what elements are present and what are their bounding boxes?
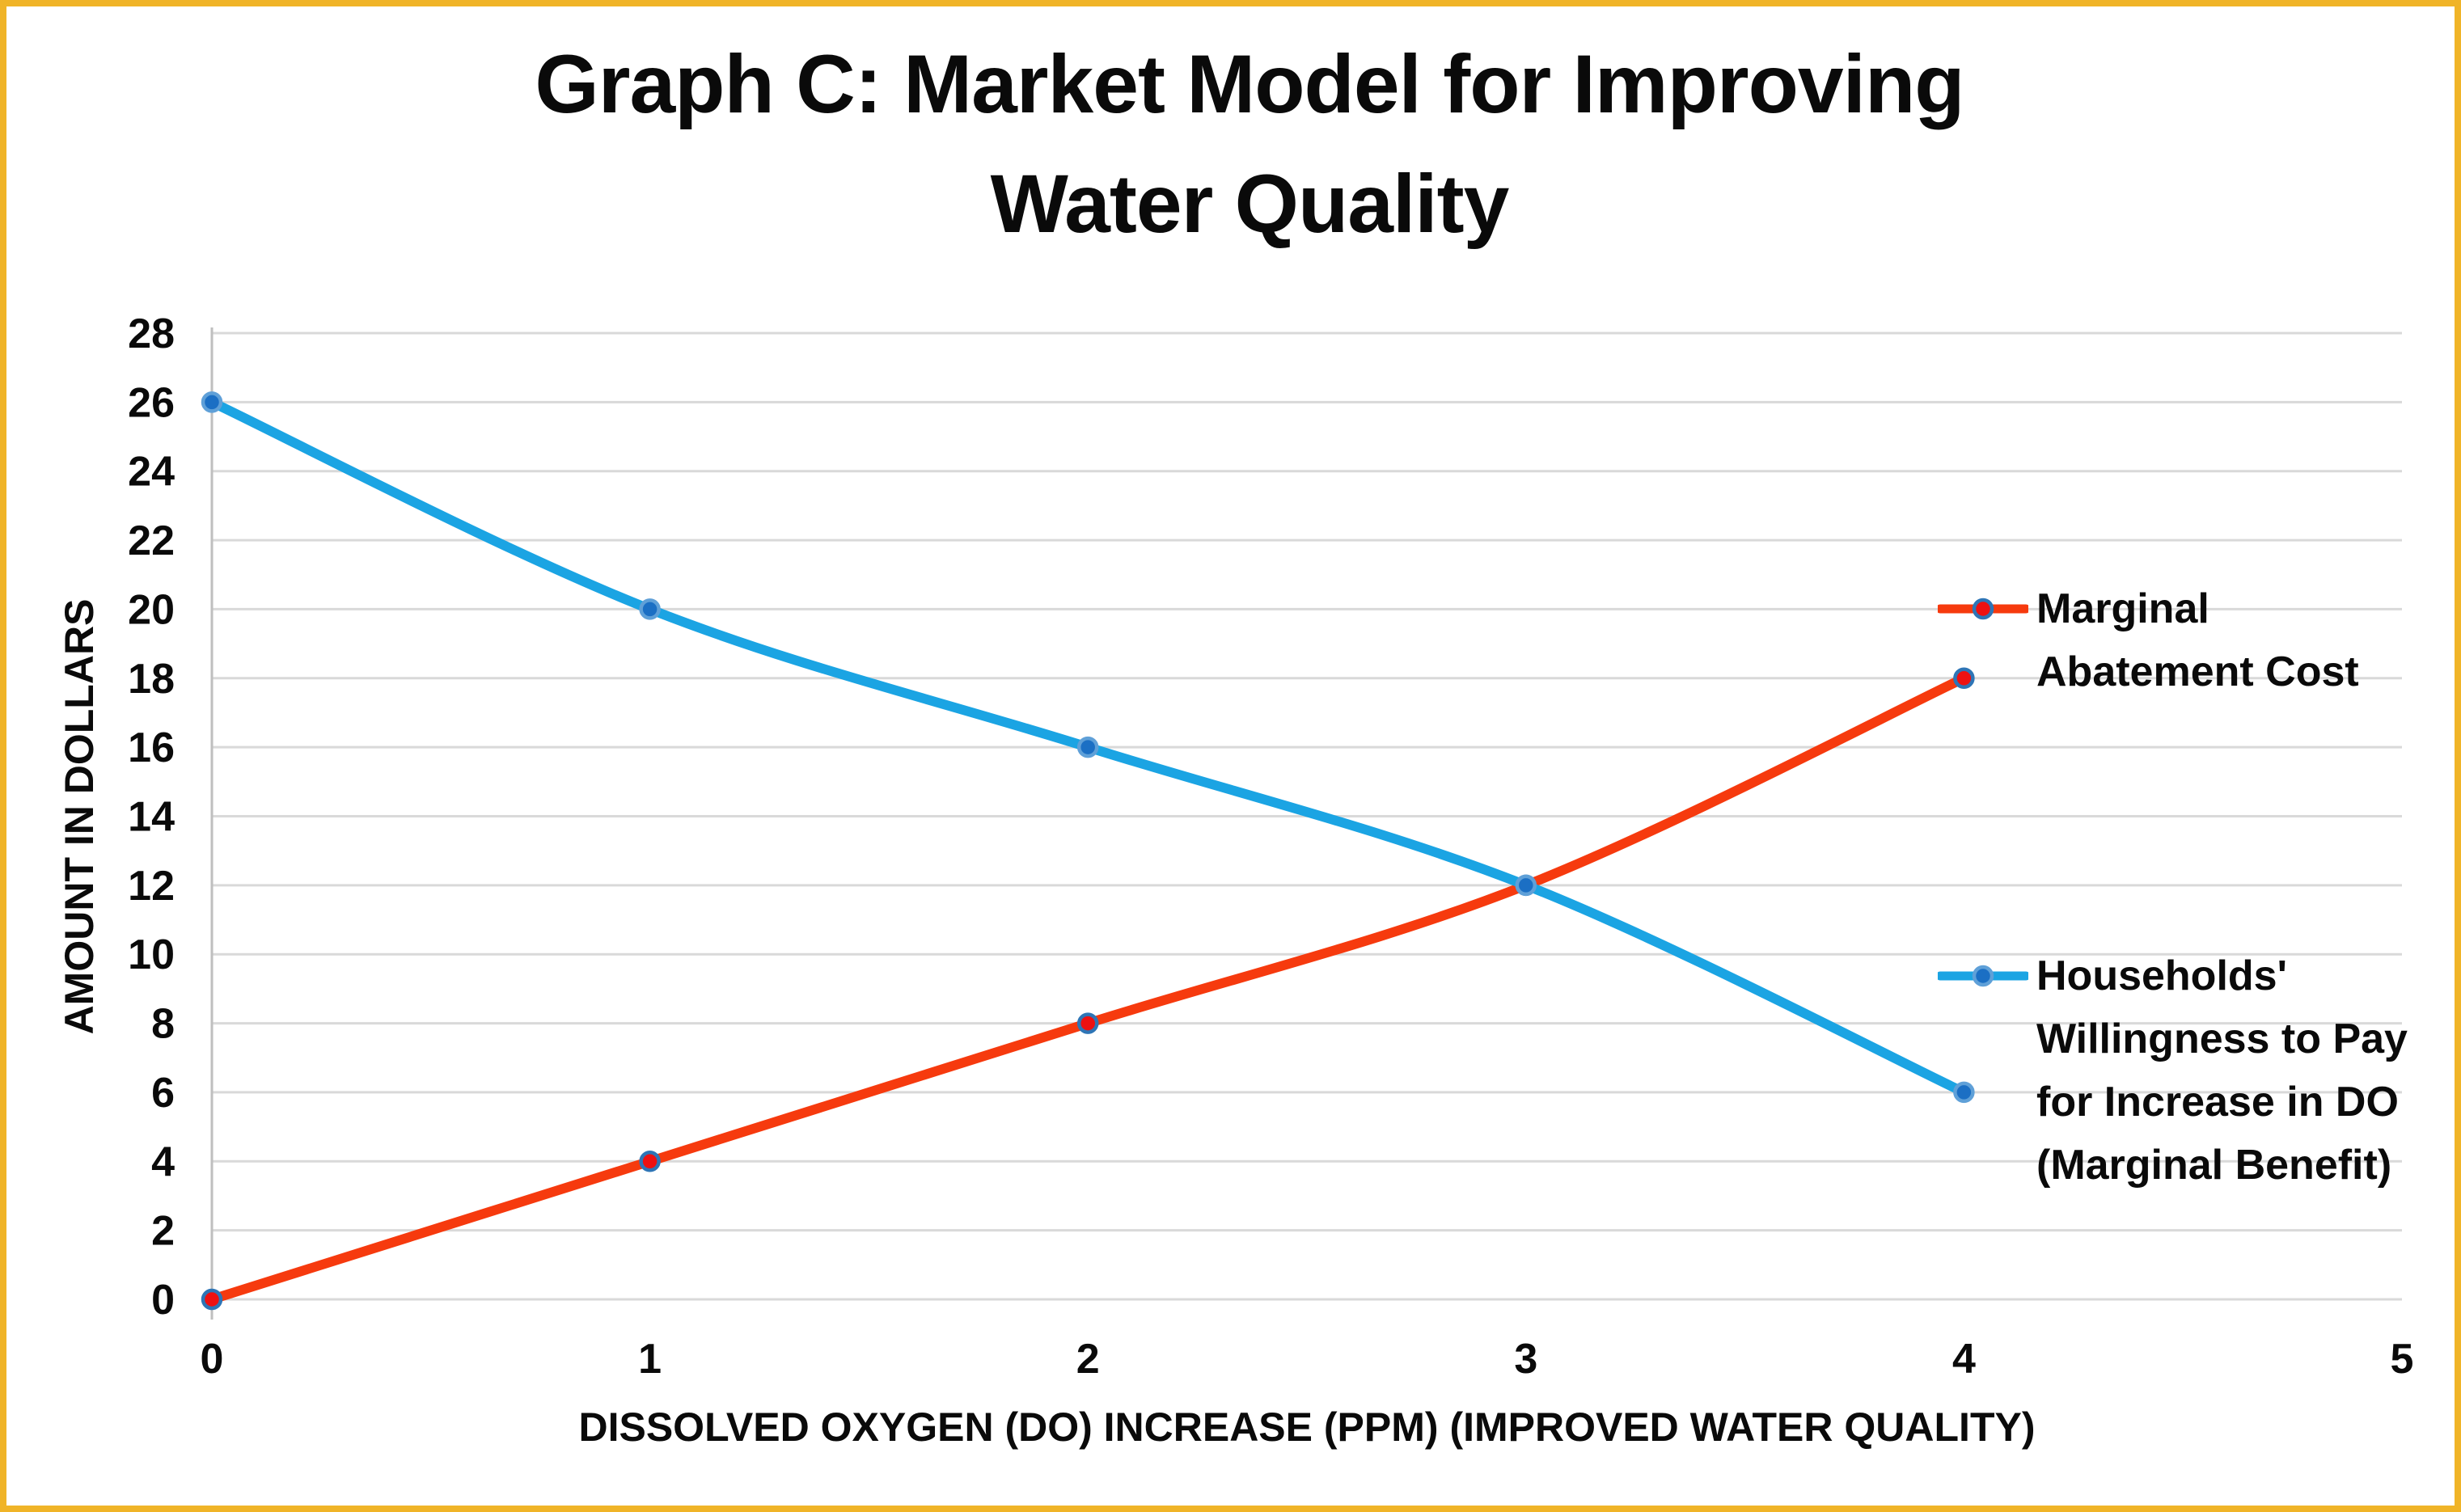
- data-point-s0-x2: [1076, 1012, 1099, 1034]
- x-tick-label-0: 0: [201, 1336, 224, 1383]
- x-tick-label-2: 2: [1076, 1336, 1100, 1383]
- data-point-s0-x4: [1953, 667, 1975, 690]
- data-point-s0-x0: [201, 1288, 223, 1311]
- x-axis-title: DISSOLVED OXYGEN (DO) INCREASE (PPM) (IM…: [578, 1404, 2036, 1450]
- y-tick-label-26: 26: [128, 379, 175, 426]
- y-tick-label-10: 10: [128, 931, 175, 978]
- legend-marker-icon-1: [1938, 965, 2028, 987]
- y-tick-label-0: 0: [151, 1277, 175, 1324]
- chart-title: Graph C: Market Model for Improving Wate…: [0, 24, 2461, 264]
- series-line-0: [207, 673, 1969, 1304]
- y-tick-label-4: 4: [151, 1138, 175, 1185]
- x-tick-label-5: 5: [2391, 1336, 2414, 1383]
- data-point-s1-x3: [1515, 874, 1537, 897]
- legend-dot-icon: [1972, 598, 1994, 620]
- data-point-s1-x0: [201, 391, 223, 413]
- y-tick-label-28: 28: [128, 310, 175, 357]
- legend-label-0-line-0: Marginal: [2036, 585, 2209, 632]
- y-tick-label-18: 18: [128, 656, 175, 703]
- x-tick-label-4: 4: [1952, 1336, 1976, 1383]
- y-tick-label-14: 14: [128, 794, 175, 841]
- y-axis-title: AMOUNT IN DOLLARS: [57, 598, 102, 1035]
- x-tick-label-3: 3: [1514, 1336, 1537, 1383]
- legend-label-1: Households' Willingness to Pay for Increas…: [2036, 944, 2408, 1197]
- y-tick-label-22: 22: [128, 517, 175, 564]
- legend-label-1-line-1: Willingness to Pay: [2036, 1016, 2408, 1062]
- legend-item-0: Marginal Abatement Cost: [1938, 577, 2359, 703]
- legend-label-0: Marginal Abatement Cost: [2036, 577, 2359, 703]
- x-tick-label-1: 1: [638, 1336, 662, 1383]
- y-tick-label-16: 16: [128, 724, 175, 771]
- data-point-s1-x2: [1076, 736, 1099, 758]
- y-tick-label-12: 12: [128, 863, 175, 910]
- chart-title-line2: Water Quality: [990, 158, 1510, 250]
- y-tick-label-8: 8: [151, 1001, 175, 1048]
- legend-label-1-line-3: (Marginal Benefit): [2036, 1142, 2392, 1189]
- y-tick-label-6: 6: [151, 1070, 175, 1117]
- data-point-s0-x1: [639, 1151, 661, 1172]
- legend-dot-icon: [1972, 965, 1994, 987]
- data-point-s1-x4: [1953, 1081, 1975, 1104]
- legend-label-1-line-0: Households': [2036, 952, 2287, 999]
- legend-label-1-line-2: for Increase in DO: [2036, 1079, 2399, 1126]
- data-point-s1-x1: [639, 598, 661, 620]
- chart-title-line1: Graph C: Market Model for Improving: [535, 38, 1964, 130]
- legend-label-0-line-1: Abatement Cost: [2036, 648, 2359, 695]
- y-tick-label-2: 2: [151, 1208, 175, 1255]
- y-tick-label-20: 20: [128, 586, 175, 633]
- y-tick-label-24: 24: [128, 449, 175, 496]
- legend-marker-icon-0: [1938, 598, 2028, 620]
- legend-item-1: Households' Willingness to Pay for Increas…: [1938, 944, 2408, 1197]
